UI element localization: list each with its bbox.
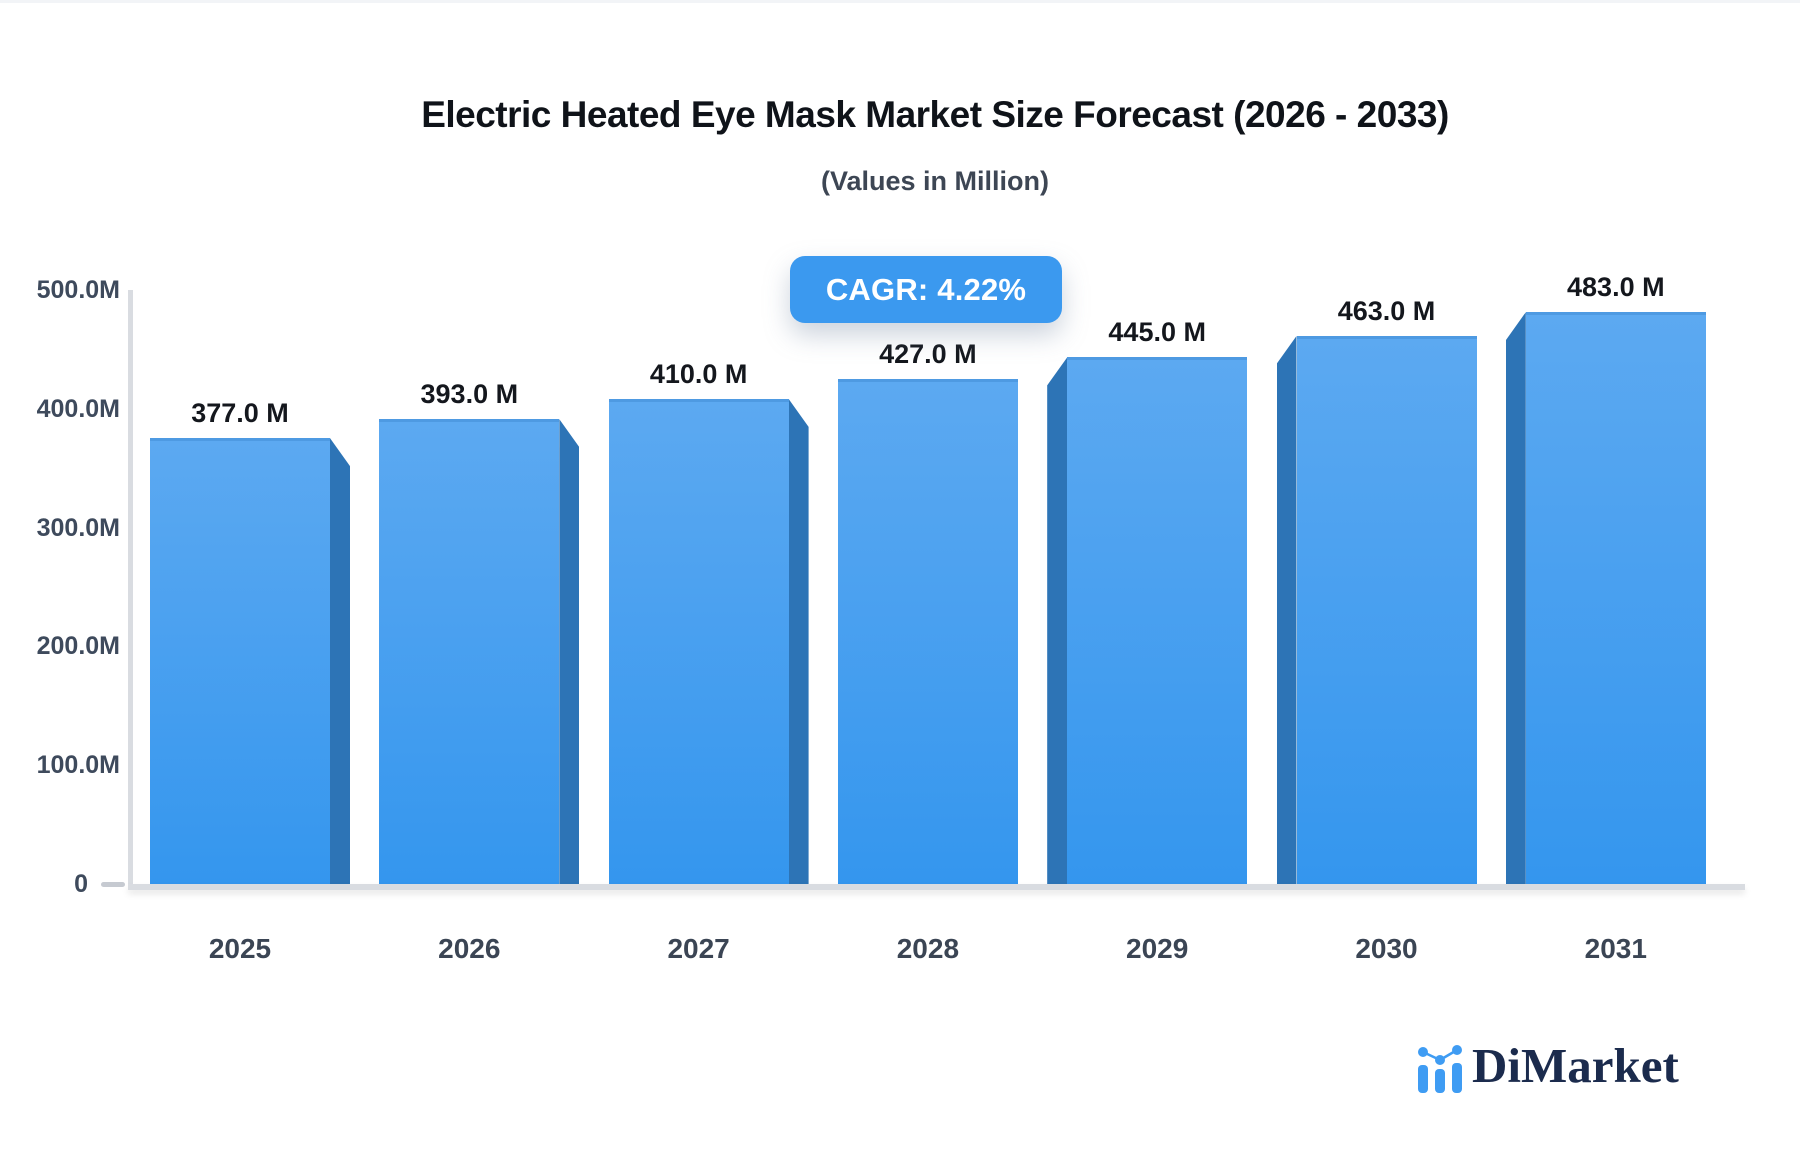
chart-title: Electric Heated Eye Mask Market Size For… [421,94,1449,135]
top-edge-strip [0,0,1800,3]
cagr-badge-label: CAGR: 4.22% [825,271,1027,307]
x-axis-line [128,884,1745,890]
bar-side-face [1047,357,1068,886]
x-tick-label: 2028 [896,933,960,964]
y-tick-label: 500.0M [36,276,120,304]
bar-value-label: 463.0 M [1337,295,1436,326]
bar-side-face [788,398,809,886]
x-tick-label: 2026 [438,933,501,964]
brand-logo: DiMarket [1416,1036,1679,1096]
bar-side-face [330,438,350,886]
y-tick-label: 0 [74,870,88,898]
y-tick-label: 200.0M [36,632,120,661]
bar [608,398,789,886]
y-axis-line [128,290,133,890]
bar [1296,335,1477,886]
bar-chart-logo-icon [1418,1045,1462,1093]
bar [1067,357,1248,886]
brand-logo-text: DiMarket [1472,1038,1679,1093]
chart-subtitle: (Values in Million) [820,166,1050,196]
bar [1525,312,1706,886]
bar-value-label: 410.0 M [649,358,748,389]
y-tick-label: 100.0M [36,751,120,780]
zero-tick-dash [101,882,125,887]
x-tick-label: 2030 [1355,933,1418,964]
x-tick-label: 2027 [667,933,730,964]
cagr-badge: CAGR: 4.22% [790,256,1062,323]
x-tick-label: 2025 [208,933,272,964]
x-tick-label: 2031 [1584,933,1647,964]
y-tick-label: 400.0M [36,394,120,423]
bar [150,438,330,886]
bar-value-label: 483.0 M [1567,272,1665,303]
bar-value-label: 393.0 M [420,379,519,410]
x-tick-label: 2029 [1126,933,1189,964]
bar-value-label: 427.0 M [879,338,977,369]
bar-side-face [559,419,580,886]
bar-side-face [1276,335,1297,886]
bar [837,378,1018,886]
bar-value-label: 377.0 M [191,398,289,429]
y-tick-label: 300.0M [36,513,120,542]
bar [379,419,560,886]
bar-value-label: 445.0 M [1108,317,1206,348]
bar-side-face [1505,312,1526,886]
